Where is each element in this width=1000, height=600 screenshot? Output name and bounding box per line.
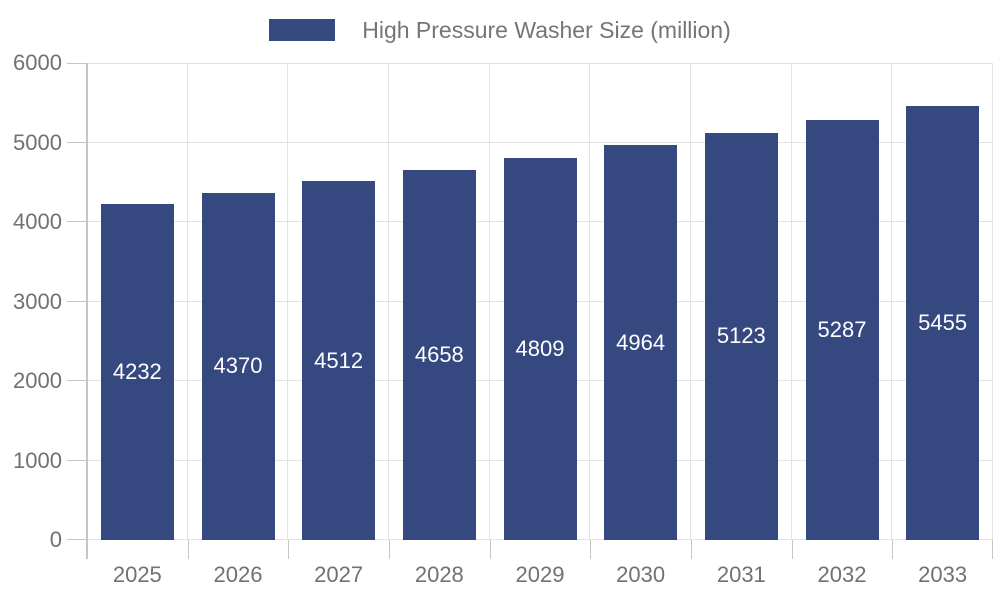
gridline-vertical bbox=[488, 63, 490, 540]
x-axis-tick bbox=[791, 540, 793, 559]
x-axis-label-2031: 2031 bbox=[716, 562, 766, 587]
bar-2025[interactable]: 4232 bbox=[100, 203, 174, 540]
y-axis-label-0: 0 bbox=[49, 527, 62, 552]
y-axis-tick bbox=[67, 459, 87, 461]
gridline-vertical bbox=[992, 63, 993, 540]
gridline-vertical bbox=[690, 63, 691, 540]
y-axis-label-5000: 5000 bbox=[13, 129, 62, 155]
x-axis-label-2029: 2029 bbox=[515, 562, 565, 587]
x-axis-tick bbox=[187, 540, 189, 559]
y-axis-label-2000: 2000 bbox=[13, 368, 62, 393]
bar-value-label-2029: 4809 bbox=[515, 335, 565, 361]
legend-swatch bbox=[269, 19, 336, 41]
x-axis-tick bbox=[691, 540, 692, 559]
bar-value-label-2033: 5455 bbox=[918, 310, 968, 336]
gridline-vertical bbox=[186, 63, 188, 540]
y-axis-tick bbox=[67, 539, 87, 540]
bar-value-label-2026: 4370 bbox=[213, 353, 263, 379]
x-axis-label-2033: 2033 bbox=[918, 562, 968, 587]
y-axis-tick bbox=[67, 141, 87, 143]
x-axis-label-2032: 2032 bbox=[817, 562, 867, 587]
bar-2029[interactable]: 4809 bbox=[503, 157, 577, 540]
bar-2028[interactable]: 4658 bbox=[402, 169, 476, 540]
legend-label: High Pressure Washer Size (million) bbox=[362, 16, 731, 43]
bar-value-label-2028: 4658 bbox=[414, 341, 464, 367]
gridline-vertical bbox=[388, 63, 389, 540]
y-axis-label-3000: 3000 bbox=[13, 288, 62, 314]
x-axis-tick bbox=[892, 540, 894, 559]
bar-2032[interactable]: 5287 bbox=[805, 119, 879, 540]
y-axis-tick bbox=[67, 300, 87, 302]
x-axis-tick bbox=[590, 540, 592, 559]
bar-2027[interactable]: 4512 bbox=[302, 181, 376, 540]
bar-2033[interactable]: 5455 bbox=[906, 106, 980, 540]
y-axis-line bbox=[86, 63, 88, 559]
legend-item[interactable]: High Pressure Washer Size (million) bbox=[0, 15, 1000, 45]
y-axis-label-4000: 4000 bbox=[13, 209, 62, 234]
x-axis-label-2030: 2030 bbox=[616, 562, 666, 587]
x-axis-tick bbox=[389, 540, 390, 559]
gridline-horizontal bbox=[87, 141, 993, 143]
x-axis-tick bbox=[489, 540, 491, 559]
y-axis-tick bbox=[67, 380, 87, 381]
gridline-horizontal bbox=[87, 63, 993, 64]
x-axis-label-2026: 2026 bbox=[213, 562, 263, 587]
y-axis-tick bbox=[67, 221, 87, 222]
x-axis-label-2028: 2028 bbox=[414, 562, 464, 587]
y-axis-tick bbox=[67, 63, 87, 64]
bar-value-label-2032: 5287 bbox=[817, 316, 867, 342]
x-axis-tick bbox=[288, 540, 290, 559]
bar-value-label-2025: 4232 bbox=[112, 358, 162, 384]
bar-2031[interactable]: 5123 bbox=[704, 132, 778, 540]
gridline-vertical bbox=[790, 63, 792, 540]
x-axis-label-2025: 2025 bbox=[112, 562, 162, 587]
bar-value-label-2027: 4512 bbox=[314, 347, 364, 373]
x-axis-tick bbox=[992, 540, 993, 559]
y-axis-label-6000: 6000 bbox=[13, 50, 62, 75]
gridline-vertical bbox=[287, 63, 289, 540]
bar-value-label-2031: 5123 bbox=[716, 323, 766, 349]
gridline-vertical bbox=[589, 63, 591, 540]
y-axis-label-1000: 1000 bbox=[13, 447, 62, 473]
bar-value-label-2030: 4964 bbox=[616, 329, 666, 355]
plot-area: 0 1000 2000 3000 4000 5000 6000 4232 2025 4370 202… bbox=[13, 50, 993, 587]
bar-2026[interactable]: 4370 bbox=[201, 192, 275, 540]
gridline-vertical bbox=[891, 63, 893, 540]
bar-2030[interactable]: 4964 bbox=[604, 145, 678, 540]
x-axis-label-2027: 2027 bbox=[314, 562, 364, 587]
